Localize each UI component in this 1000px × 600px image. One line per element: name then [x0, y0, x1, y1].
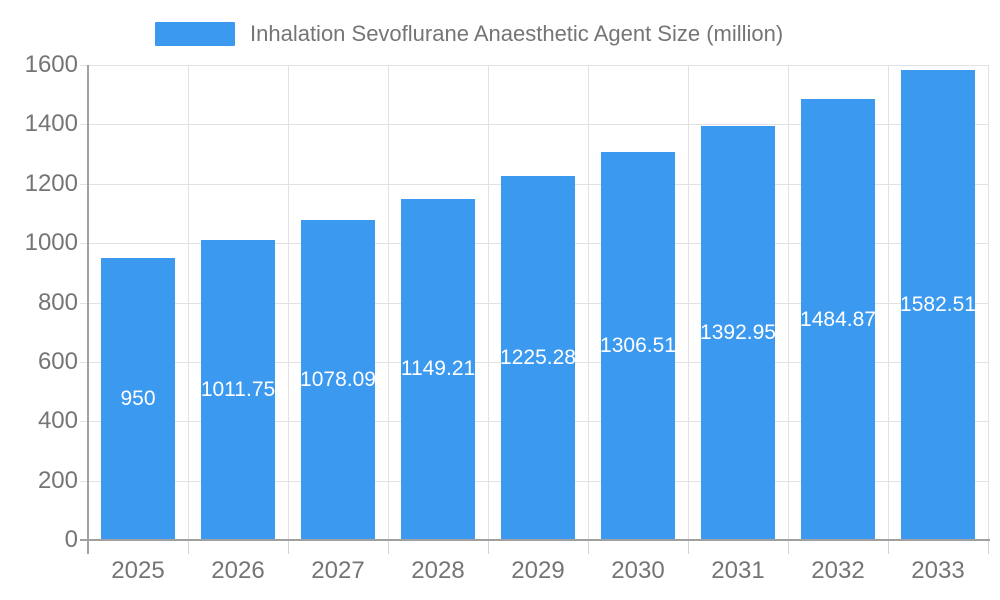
- bar-value-label: 950: [120, 386, 156, 410]
- y-axis-tick-label: 200: [37, 466, 78, 494]
- bar-2027[interactable]: 1078.09: [301, 219, 375, 540]
- bar-2028[interactable]: 1149.21: [401, 198, 475, 540]
- x-gridline: [488, 65, 489, 540]
- y-axis-line: [87, 65, 89, 554]
- x-axis-tick-label: 2026: [211, 557, 265, 584]
- x-axis-tick-label: 2027: [311, 557, 365, 584]
- x-gridline: [588, 65, 589, 540]
- x-axis-tick-label: 2032: [811, 557, 865, 584]
- bar-2032[interactable]: 1484.87: [801, 99, 875, 540]
- bar-value-label: 1582.51: [901, 293, 975, 317]
- x-axis-tick-label: 2030: [611, 557, 665, 584]
- x-axis-line: [80, 539, 990, 541]
- bar-2033[interactable]: 1582.51: [901, 70, 975, 540]
- x-axis-tick-label: 2025: [111, 557, 165, 584]
- bar-2030[interactable]: 1306.51: [601, 152, 675, 540]
- y-axis-tick-label: 1400: [24, 110, 78, 138]
- bar-value-label: 1149.21: [401, 357, 475, 381]
- x-axis-tick: [988, 540, 989, 554]
- x-axis-tick: [288, 540, 289, 554]
- y-gridline: [80, 124, 988, 126]
- x-axis-tick-label: 2031: [711, 557, 765, 584]
- x-gridline: [988, 65, 989, 540]
- bar-value-label: 1392.95: [701, 321, 775, 345]
- bar-2025[interactable]: 950: [101, 257, 175, 540]
- x-axis-tick: [488, 540, 489, 554]
- y-axis-tick-label: 400: [37, 407, 78, 435]
- x-axis-tick: [788, 540, 789, 554]
- bar-2026[interactable]: 1011.75: [201, 239, 275, 540]
- chart-legend: Inhalation Sevoflurane Anaesthetic Agent…: [0, 0, 1000, 56]
- x-gridline: [688, 65, 689, 540]
- bar-value-label: 1078.09: [301, 367, 375, 391]
- y-axis-tick-label: 600: [37, 347, 78, 375]
- x-gridline: [788, 65, 789, 540]
- bar-2031[interactable]: 1392.95: [701, 126, 775, 540]
- y-axis-tick-label: 1200: [24, 169, 78, 197]
- x-gridline: [288, 65, 289, 540]
- y-axis-tick-label: 0: [64, 526, 78, 553]
- x-axis-tick: [888, 540, 889, 554]
- y-gridline: [80, 65, 988, 66]
- x-gridline: [188, 65, 189, 540]
- legend-swatch-icon: [155, 22, 235, 46]
- x-gridline: [888, 65, 889, 540]
- bar-value-label: 1306.51: [601, 334, 675, 358]
- x-axis-tick: [388, 540, 389, 554]
- x-axis-tick-label: 2029: [511, 557, 565, 584]
- bar-value-label: 1484.87: [801, 307, 875, 331]
- x-gridline: [388, 65, 389, 540]
- x-axis-tick: [588, 540, 589, 554]
- x-axis-tick: [688, 540, 689, 554]
- x-axis-tick-label: 2033: [911, 557, 965, 584]
- y-axis-tick-label: 800: [37, 288, 78, 316]
- bar-value-label: 1225.28: [501, 346, 575, 370]
- y-axis-tick-label: 1600: [24, 51, 78, 78]
- x-axis-tick: [188, 540, 189, 554]
- x-axis-tick-label: 2028: [411, 557, 465, 584]
- bar-2029[interactable]: 1225.28: [501, 176, 575, 540]
- legend-label: Inhalation Sevoflurane Anaesthetic Agent…: [250, 21, 784, 46]
- bar-value-label: 1011.75: [201, 377, 275, 401]
- y-axis-tick-label: 1000: [24, 229, 78, 257]
